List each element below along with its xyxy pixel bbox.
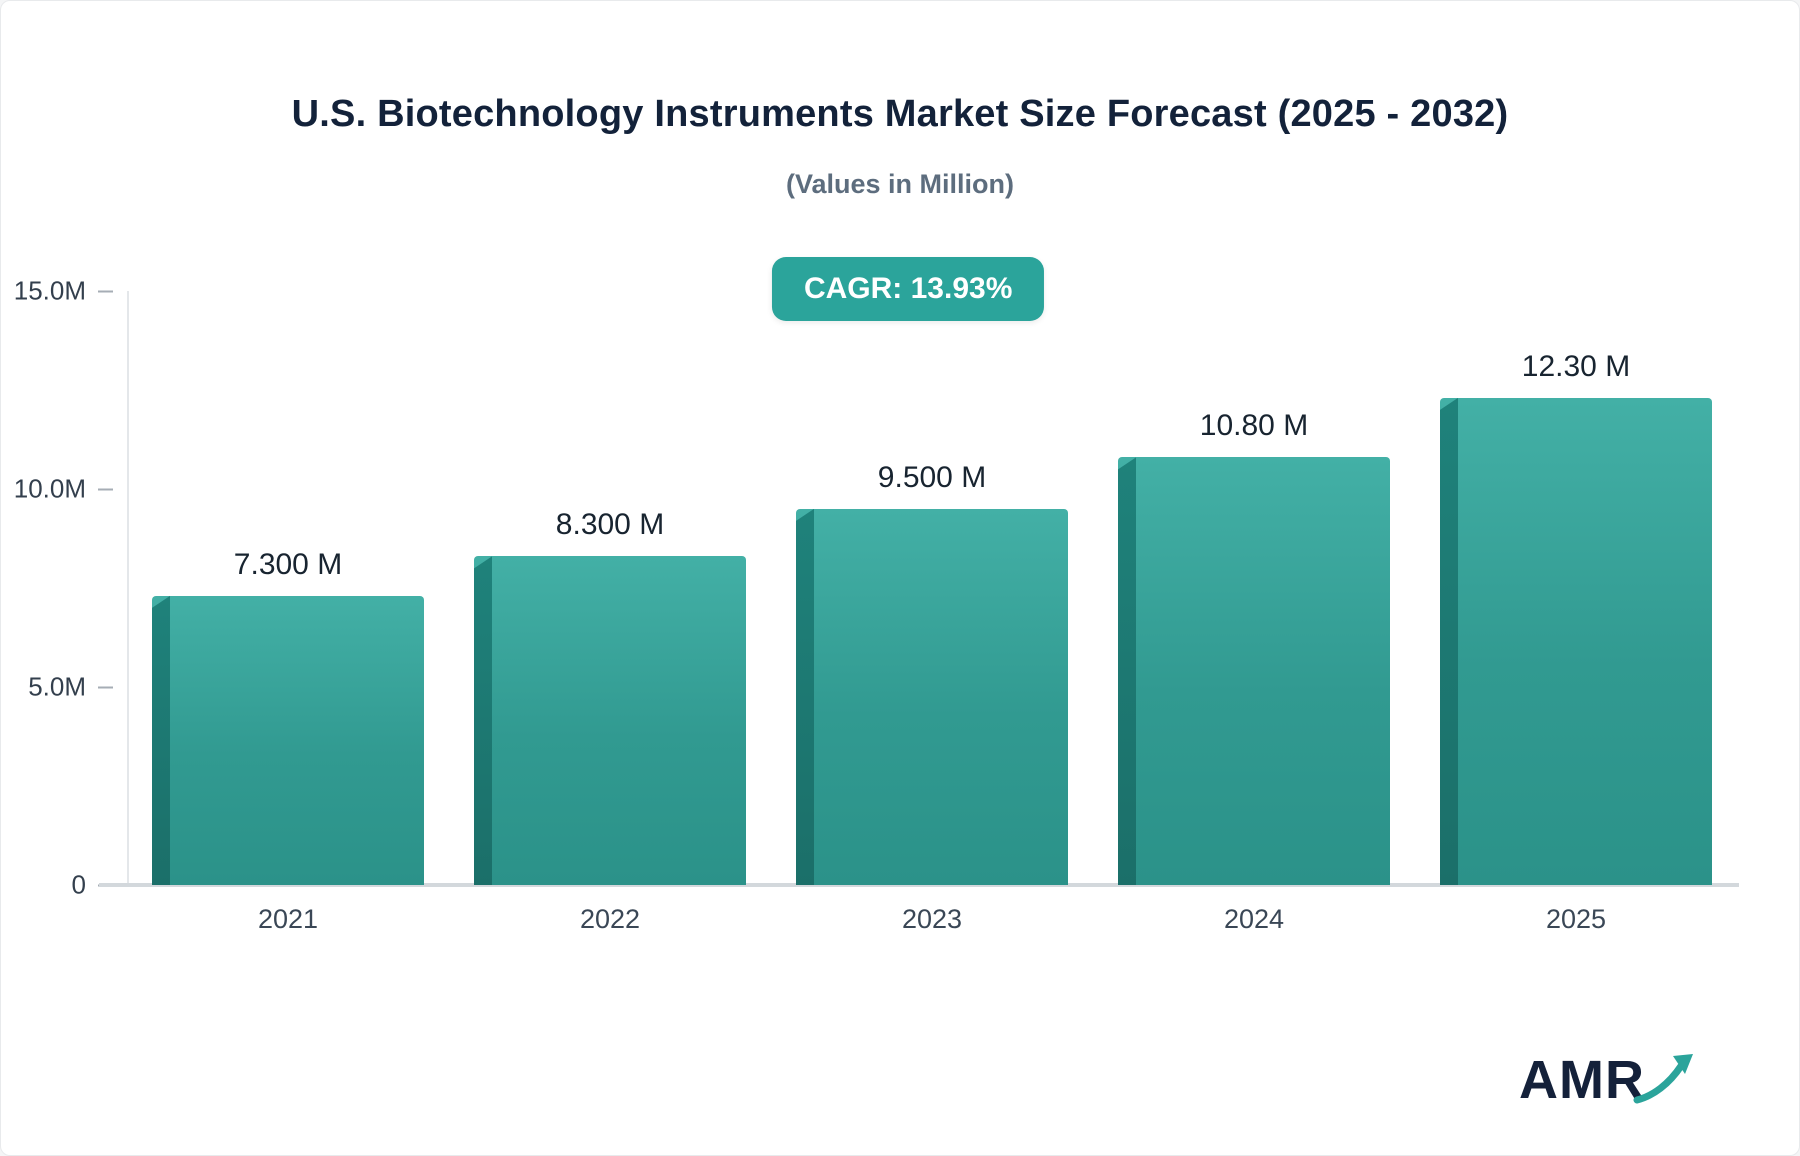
bar-side-shade <box>1440 397 1458 885</box>
y-axis-line <box>127 291 129 885</box>
y-tick-mark <box>98 686 113 688</box>
y-axis-tick: 5.0M <box>1 672 119 703</box>
bar-value-label: 8.300 M <box>555 508 665 542</box>
bar <box>474 556 746 885</box>
x-axis-baseline <box>99 883 1739 887</box>
bar-value-label: 12.30 M <box>1521 349 1631 383</box>
bar-value-label: 10.80 M <box>1199 409 1309 443</box>
bar-group: 8.300 M <box>449 291 771 885</box>
y-tick-mark <box>98 290 113 292</box>
cagr-badge: CAGR: 13.93% <box>771 257 1045 321</box>
bar <box>796 508 1068 885</box>
bar-group: 7.300 M <box>127 291 449 885</box>
bar-side-shade <box>474 556 492 885</box>
bar-value-label: 7.300 M <box>233 547 343 581</box>
x-axis: 2021 2022 2023 2024 2025 <box>127 899 1737 939</box>
y-tick-label: 5.0M <box>28 671 86 702</box>
logo-text: AMR <box>1519 1049 1645 1110</box>
chart-subtitle: (Values in Million) <box>785 169 1015 199</box>
x-axis-label: 2025 <box>1545 904 1607 934</box>
y-axis-tick: 10.0M <box>1 474 119 505</box>
bar-side-shade <box>152 595 170 885</box>
bar-group: 9.500 M <box>771 291 1093 885</box>
bar-value-label: 9.500 M <box>877 460 987 494</box>
bar-group: 10.80 M <box>1093 291 1415 885</box>
y-tick-label: 10.0M <box>13 473 86 504</box>
x-axis-label: 2021 <box>257 904 319 934</box>
trend-up-arrow-icon <box>1631 1052 1695 1111</box>
bar-side-shade <box>1118 457 1136 885</box>
bar <box>1440 397 1712 885</box>
chart-title: U.S. Biotechnology Instruments Market Si… <box>291 93 1509 135</box>
y-tick-label: 0 <box>71 869 86 900</box>
x-axis-label: 2023 <box>901 904 963 934</box>
bars-row: 7.300 M 8.300 M 9.500 M 10.80 M 12.30 M <box>127 291 1737 885</box>
amr-logo: AMR <box>1519 1048 1695 1111</box>
bar <box>152 595 424 885</box>
bar-side-shade <box>796 508 814 885</box>
y-axis: 0 5.0M 10.0M 15.0M <box>1 276 119 900</box>
y-axis-tick: 15.0M <box>1 276 119 307</box>
bar-group: 12.30 M <box>1415 291 1737 885</box>
x-axis-label: 2022 <box>579 904 641 934</box>
x-axis-label: 2024 <box>1223 904 1285 934</box>
y-tick-mark <box>98 488 113 490</box>
bar <box>1118 457 1390 885</box>
y-tick-label: 15.0M <box>13 275 86 306</box>
plot-area: 7.300 M 8.300 M 9.500 M 10.80 M 12.30 M <box>127 291 1737 885</box>
